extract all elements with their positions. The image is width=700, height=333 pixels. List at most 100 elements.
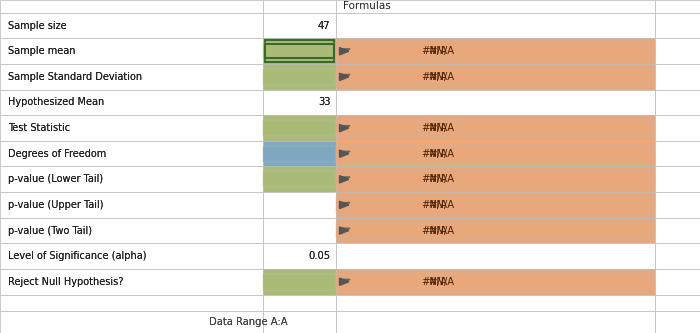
Text: 0.05: 0.05 <box>308 251 330 261</box>
Bar <box>654 38 700 64</box>
Bar <box>336 0 654 13</box>
Bar <box>262 269 336 295</box>
Bar <box>0 13 262 38</box>
Bar <box>336 69 654 85</box>
Text: Test Statistic: Test Statistic <box>8 123 71 133</box>
Text: p-value (Upper Tail): p-value (Upper Tail) <box>8 200 104 210</box>
Polygon shape <box>342 126 350 131</box>
Text: #N/A: #N/A <box>421 46 447 56</box>
Polygon shape <box>340 175 349 183</box>
Bar <box>262 192 336 218</box>
Text: Level of Significance (alpha): Level of Significance (alpha) <box>8 251 147 261</box>
Bar <box>262 274 336 290</box>
Text: #N/A: #N/A <box>421 200 447 210</box>
Bar <box>654 269 700 295</box>
Polygon shape <box>340 201 349 208</box>
Text: #N/A: #N/A <box>421 174 447 184</box>
Bar <box>654 90 700 115</box>
Text: Sample size: Sample size <box>8 21 67 31</box>
Bar <box>336 295 654 311</box>
Bar <box>336 274 654 290</box>
Bar <box>0 311 262 333</box>
Text: #N/A: #N/A <box>428 277 454 287</box>
Polygon shape <box>342 49 350 54</box>
Text: p-value (Upper Tail): p-value (Upper Tail) <box>8 200 104 210</box>
Polygon shape <box>340 48 349 55</box>
Polygon shape <box>342 279 350 284</box>
Text: #N/A: #N/A <box>421 277 447 287</box>
Bar <box>336 192 654 218</box>
Bar <box>262 90 336 115</box>
Text: Test Statistic: Test Statistic <box>8 123 71 133</box>
Text: 47: 47 <box>318 21 330 31</box>
Bar <box>336 13 654 38</box>
Bar <box>262 141 336 166</box>
Text: p-value (Lower Tail): p-value (Lower Tail) <box>8 174 104 184</box>
Bar <box>0 38 262 64</box>
Bar <box>336 311 654 333</box>
Bar <box>262 218 336 243</box>
Bar <box>336 38 654 64</box>
Text: #N/A: #N/A <box>428 200 454 210</box>
Text: #N/A: #N/A <box>428 149 454 159</box>
Bar <box>262 115 336 141</box>
Text: p-value (Lower Tail): p-value (Lower Tail) <box>8 174 104 184</box>
Text: 33: 33 <box>318 98 330 108</box>
Bar <box>654 64 700 90</box>
Bar <box>336 218 654 243</box>
Polygon shape <box>342 151 350 156</box>
Bar <box>0 218 262 243</box>
Text: #N/A: #N/A <box>428 225 454 235</box>
Text: #N/A: #N/A <box>421 72 447 82</box>
Bar <box>0 269 262 295</box>
Text: Sample mean: Sample mean <box>8 46 76 56</box>
Bar <box>654 0 700 13</box>
Text: Reject Null Hypothesis?: Reject Null Hypothesis? <box>8 277 124 287</box>
Bar <box>654 115 700 141</box>
Bar <box>336 146 654 162</box>
Bar <box>654 166 700 192</box>
Bar <box>0 141 262 166</box>
Text: Hypothesized Mean: Hypothesized Mean <box>8 98 105 108</box>
Text: 33: 33 <box>318 98 330 108</box>
Polygon shape <box>342 202 350 207</box>
Text: #N/A: #N/A <box>428 123 454 133</box>
Bar <box>336 222 654 238</box>
Bar <box>0 0 262 13</box>
Text: #N/A: #N/A <box>428 72 454 82</box>
Text: 47: 47 <box>318 21 330 31</box>
Text: p-value (Two Tail): p-value (Two Tail) <box>8 225 92 235</box>
Text: Formulas: Formulas <box>343 1 391 11</box>
Polygon shape <box>340 227 349 234</box>
Bar <box>262 13 336 38</box>
Text: Hypothesized Mean: Hypothesized Mean <box>8 98 105 108</box>
Polygon shape <box>342 177 350 182</box>
Bar <box>265 44 334 58</box>
Bar <box>265 41 334 62</box>
Bar <box>654 141 700 166</box>
Bar <box>336 120 654 136</box>
Text: Data Range A:A: Data Range A:A <box>209 317 288 327</box>
Text: #N/A: #N/A <box>421 123 447 133</box>
Polygon shape <box>342 75 350 79</box>
Polygon shape <box>342 228 350 233</box>
Bar <box>262 38 336 64</box>
Bar <box>262 69 336 85</box>
Bar <box>336 43 654 59</box>
Bar <box>262 64 336 90</box>
Bar <box>336 115 654 141</box>
Bar <box>262 166 336 192</box>
Bar <box>262 0 336 13</box>
Bar <box>336 90 654 115</box>
Bar <box>262 146 336 162</box>
Text: p-value (Two Tail): p-value (Two Tail) <box>8 225 92 235</box>
Bar <box>336 171 654 187</box>
Bar <box>336 141 654 166</box>
Bar <box>0 192 262 218</box>
Bar <box>654 243 700 269</box>
Text: Sample Standard Deviation: Sample Standard Deviation <box>8 72 143 82</box>
Bar <box>336 166 654 192</box>
Text: Data Range A:A: Data Range A:A <box>209 317 288 327</box>
Bar <box>0 64 262 90</box>
Bar <box>262 311 336 333</box>
